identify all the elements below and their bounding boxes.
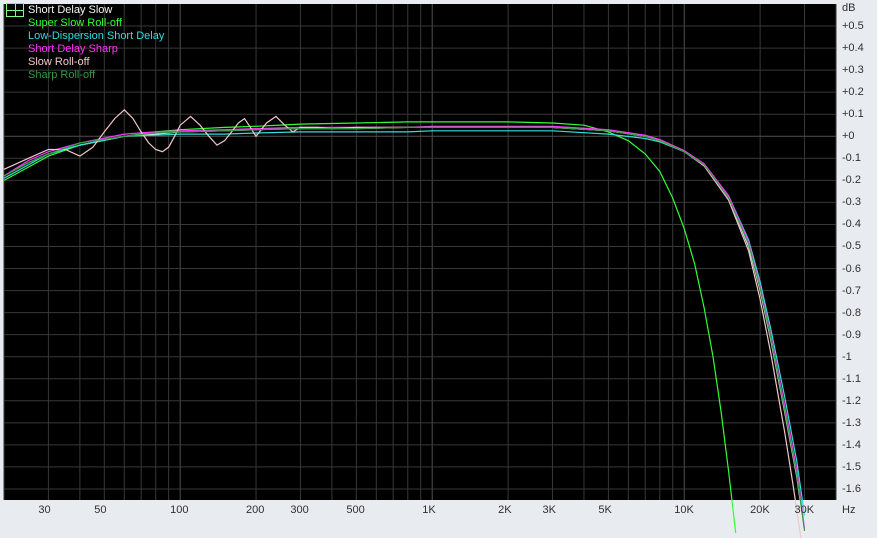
legend-item: Super Slow Roll-off xyxy=(28,17,164,30)
y-tick-label: +0.1 xyxy=(842,108,864,120)
y-tick-label: -0.6 xyxy=(842,263,861,275)
x-tick-label: 2K xyxy=(498,504,511,516)
x-tick-label: 10K xyxy=(674,504,694,516)
y-tick-label: +0.5 xyxy=(842,20,864,32)
y-axis-unit: dB xyxy=(842,2,855,14)
legend-item: Slow Roll-off xyxy=(28,56,164,69)
x-axis-unit: Hz xyxy=(842,504,855,516)
y-tick-label: -0.2 xyxy=(842,174,861,186)
legend-item: Short Delay Slow xyxy=(28,4,164,17)
y-tick-label: +0.2 xyxy=(842,86,864,98)
y-tick-label: -1.4 xyxy=(842,439,861,451)
y-tick-label: -1.5 xyxy=(842,461,861,473)
x-tick-label: 20K xyxy=(750,504,770,516)
y-tick-label: +0.4 xyxy=(842,42,864,54)
y-tick-label: -0.3 xyxy=(842,196,861,208)
y-tick-label: -0.5 xyxy=(842,240,861,252)
x-tick-label: 300 xyxy=(290,504,308,516)
y-tick-label: -0.1 xyxy=(842,152,861,164)
legend-grid-icon xyxy=(6,3,24,17)
x-tick-label: 30K xyxy=(795,504,815,516)
y-tick-label: +0.3 xyxy=(842,64,864,76)
legend-item: Sharp Roll-off xyxy=(28,69,164,82)
y-tick-label: -1.3 xyxy=(842,417,861,429)
y-tick-label: -0.8 xyxy=(842,307,861,319)
x-tick-label: 3K xyxy=(542,504,555,516)
legend-item: Short Delay Sharp xyxy=(28,43,164,56)
y-tick-label: -0.4 xyxy=(842,218,861,230)
y-tick-label: -0.7 xyxy=(842,285,861,297)
x-tick-label: 200 xyxy=(246,504,264,516)
y-tick-label: -1.2 xyxy=(842,395,861,407)
chart-container: Short Delay SlowSuper Slow Roll-offLow-D… xyxy=(0,0,877,538)
x-tick-label: 100 xyxy=(170,504,188,516)
legend-item: Low-Dispersion Short Delay xyxy=(28,30,164,43)
legend: Short Delay SlowSuper Slow Roll-offLow-D… xyxy=(28,4,164,82)
x-tick-label: 5K xyxy=(598,504,611,516)
y-tick-label: -1.1 xyxy=(842,373,861,385)
y-tick-label: -0.9 xyxy=(842,329,861,341)
x-tick-label: 500 xyxy=(346,504,364,516)
x-tick-label: 50 xyxy=(94,504,106,516)
y-tick-label: -1.6 xyxy=(842,483,861,495)
x-tick-label: 1K xyxy=(422,504,435,516)
x-tick-label: 30 xyxy=(38,504,50,516)
y-tick-label: -1 xyxy=(842,351,852,363)
y-tick-label: +0 xyxy=(842,130,855,142)
